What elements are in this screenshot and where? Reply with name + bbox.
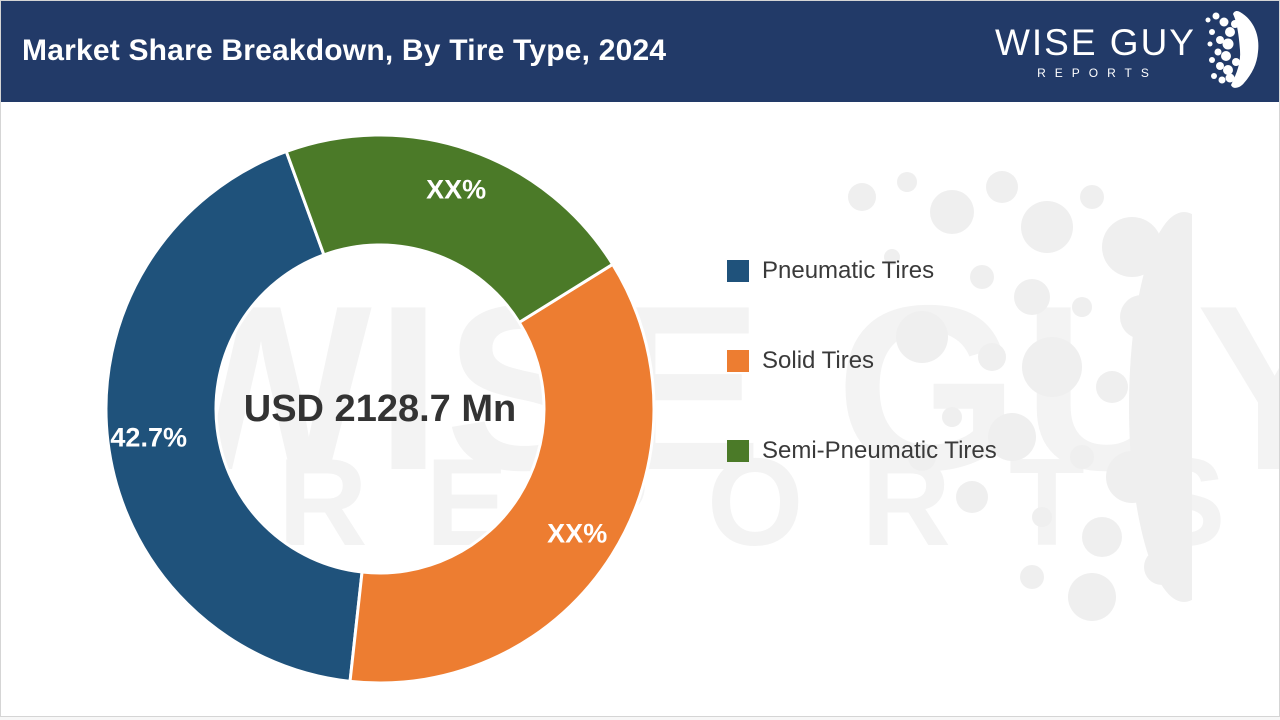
bottom-strip [0,717,1280,720]
page-title: Market Share Breakdown, By Tire Type, 20… [22,34,667,67]
header-bar: Market Share Breakdown, By Tire Type, 20… [0,0,1280,102]
chart-area: WISE GUY REPORTS 42.7% XX% XX% USD 2128.7 … [0,102,1280,716]
legend-item-pneumatic-tires: Pneumatic Tires [727,247,997,295]
logo-tagline: REPORTS [1037,65,1158,80]
legend-swatch-solid-tires [727,350,749,372]
donut-center-value: USD 2128.7 Mn [243,387,517,430]
slice-value-label-solid-tires: XX% [547,519,607,549]
legend-swatch-pneumatic-tires [727,260,749,282]
watermark-face-icon [848,171,1192,621]
logo-wordmark: WISE GUY [994,21,1196,63]
legend-swatch-semi-pneumatic-tires [727,440,749,462]
watermark-wordmark: WISE GUY [150,256,1280,519]
legend-label-solid-tires: Solid Tires [762,347,875,374]
donut-slice-semi-pneumatic-tires [284,133,615,324]
donut-slice-pneumatic-tires [104,150,364,683]
logo-text: WISE GUY REPORTS [995,24,1196,79]
legend: Pneumatic Tires Solid Tires Semi-Pneumat… [727,247,997,517]
legend-label-semi-pneumatic-tires: Semi-Pneumatic Tires [762,437,997,464]
slice-value-label-semi-pneumatic-tires: XX% [426,174,486,204]
donut-chart: 42.7% XX% XX% [104,133,656,685]
logo: WISE GUY REPORTS [995,10,1262,92]
logo-face-icon [1205,10,1259,88]
legend-label-pneumatic-tires: Pneumatic Tires [762,257,935,284]
legend-item-semi-pneumatic-tires: Semi-Pneumatic Tires [727,427,997,475]
donut-slice-solid-tires [348,262,656,685]
legend-item-solid-tires: Solid Tires [727,337,997,385]
slice-value-label-pneumatic-tires: 42.7% [110,422,187,452]
watermark-tagline: REPORTS [278,434,1280,572]
